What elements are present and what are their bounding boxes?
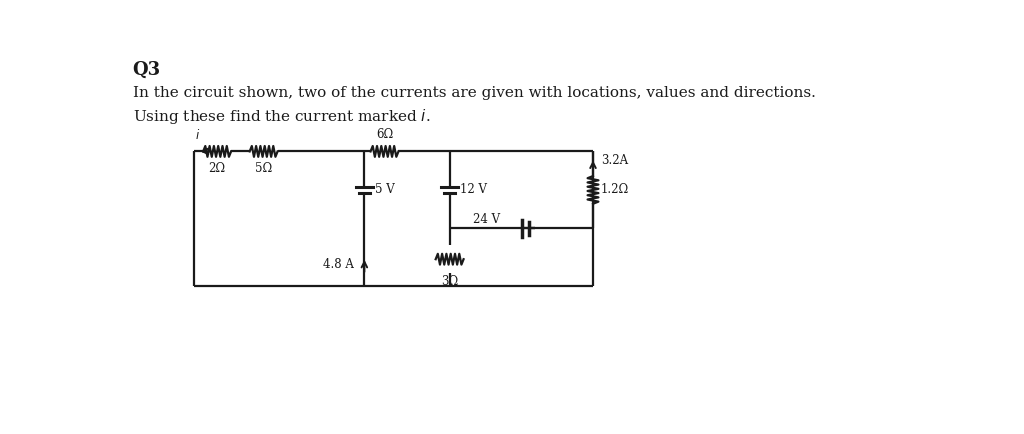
- Text: 3.2A: 3.2A: [601, 154, 628, 167]
- Text: 1.2Ω: 1.2Ω: [601, 184, 629, 197]
- Text: Using these find the current marked $i$.: Using these find the current marked $i$.: [133, 107, 430, 126]
- Text: 6Ω: 6Ω: [376, 128, 393, 141]
- Text: In the circuit shown, two of the currents are given with locations, values and d: In the circuit shown, two of the current…: [133, 86, 815, 100]
- Text: 3Ω: 3Ω: [441, 275, 459, 288]
- Text: 5 V: 5 V: [375, 184, 395, 197]
- Text: 24 V: 24 V: [473, 213, 500, 226]
- Text: 4.8 A: 4.8 A: [323, 258, 353, 271]
- Text: 5Ω: 5Ω: [255, 162, 272, 175]
- Text: 2Ω: 2Ω: [209, 162, 225, 175]
- Text: 12 V: 12 V: [461, 184, 487, 197]
- Text: $i$: $i$: [195, 128, 200, 142]
- Text: Q3: Q3: [133, 61, 161, 79]
